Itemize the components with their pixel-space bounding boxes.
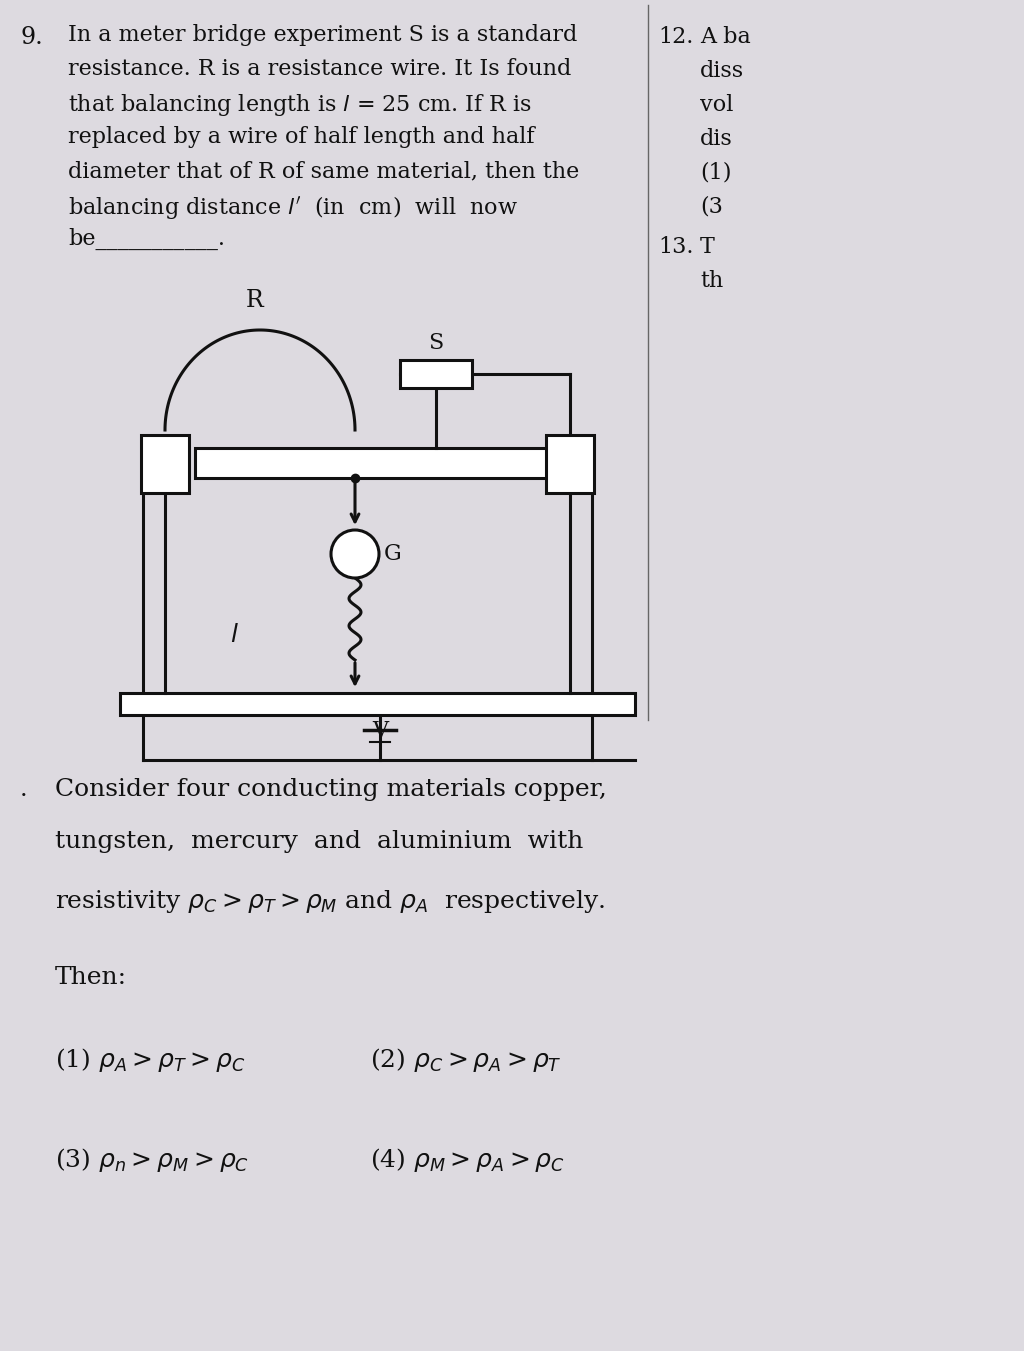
Text: resistivity $\rho_C > \rho_T > \rho_M$ and $\rho_A$  respectively.: resistivity $\rho_C > \rho_T > \rho_M$ a…: [55, 888, 605, 915]
Text: S: S: [428, 332, 443, 354]
Text: (3) $\rho_n > \rho_M > \rho_C$: (3) $\rho_n > \rho_M > \rho_C$: [55, 1146, 249, 1174]
Text: G: G: [384, 543, 401, 565]
Text: R: R: [246, 289, 264, 312]
Text: Then:: Then:: [55, 966, 127, 989]
Text: th: th: [700, 270, 723, 292]
Circle shape: [331, 530, 379, 578]
Text: 12.: 12.: [658, 26, 693, 49]
Text: T: T: [700, 236, 715, 258]
Text: A ba: A ba: [700, 26, 751, 49]
Text: vol: vol: [700, 95, 733, 116]
Bar: [400, 359, 472, 388]
Text: Consider four conducting materials copper,: Consider four conducting materials coppe…: [55, 778, 607, 801]
Text: diameter that of R of same material, then the: diameter that of R of same material, the…: [68, 159, 580, 182]
Text: (1): (1): [700, 162, 731, 184]
Text: (2) $\rho_C > \rho_A > \rho_T$: (2) $\rho_C > \rho_A > \rho_T$: [370, 1046, 562, 1074]
Text: .: .: [20, 778, 28, 801]
Text: 9.: 9.: [20, 26, 43, 49]
Bar: [195, 449, 555, 478]
Text: tungsten,  mercury  and  aluminium  with: tungsten, mercury and aluminium with: [55, 830, 584, 852]
Text: (3: (3: [700, 196, 723, 218]
Bar: [141, 435, 189, 493]
Text: replaced by a wire of half length and half: replaced by a wire of half length and ha…: [68, 126, 535, 149]
Text: balancing distance $l'$  (in  cm)  will  now: balancing distance $l'$ (in cm) will now: [68, 195, 518, 222]
Text: $l$: $l$: [230, 624, 239, 647]
Text: In a meter bridge experiment S is a standard: In a meter bridge experiment S is a stan…: [68, 24, 578, 46]
Text: (4) $\rho_M > \rho_A > \rho_C$: (4) $\rho_M > \rho_A > \rho_C$: [370, 1146, 565, 1174]
Text: be___________.: be___________.: [68, 228, 225, 250]
Bar: [120, 693, 635, 715]
Text: diss: diss: [700, 59, 744, 82]
Text: V: V: [372, 720, 388, 742]
Text: 13.: 13.: [658, 236, 693, 258]
Text: dis: dis: [700, 128, 733, 150]
Bar: [546, 435, 594, 493]
Text: (1) $\rho_A > \rho_T > \rho_C$: (1) $\rho_A > \rho_T > \rho_C$: [55, 1046, 246, 1074]
Text: resistance. R is a resistance wire. It Is found: resistance. R is a resistance wire. It I…: [68, 58, 571, 80]
Text: that balancing length is $l$ = 25 cm. If R is: that balancing length is $l$ = 25 cm. If…: [68, 92, 532, 118]
